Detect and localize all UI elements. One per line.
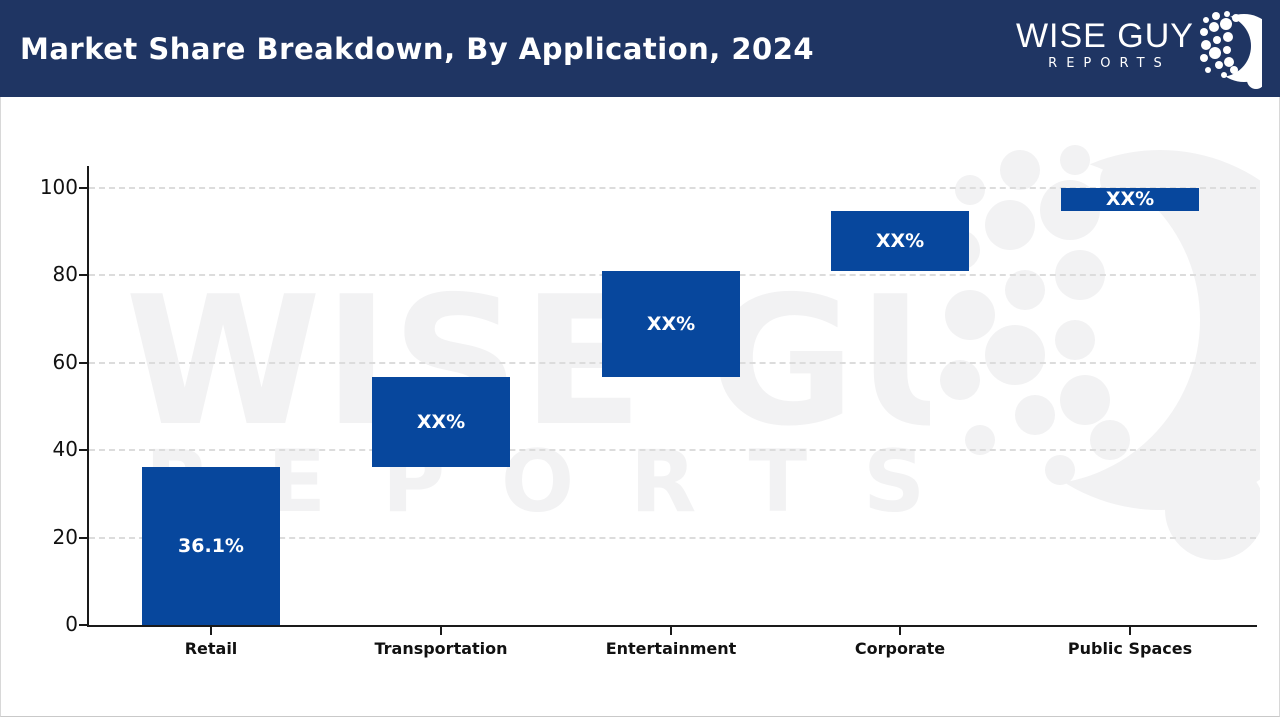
gridline	[89, 536, 1256, 539]
y-tick-label: 20	[52, 524, 78, 549]
x-category-label: Corporate	[854, 639, 946, 658]
header: Market Share Breakdown, By Application, …	[0, 0, 1280, 97]
bar-segment: 36.1%	[142, 467, 280, 625]
logo-wordmark: WISE GUY REPORTS	[1016, 18, 1194, 71]
logo-line2: REPORTS	[1048, 56, 1171, 71]
y-tick-label: 80	[52, 262, 78, 287]
y-tick-label: 100	[39, 175, 78, 199]
bar-segment: XX%	[1061, 188, 1199, 211]
x-category-label: Entertainment	[605, 639, 737, 658]
logo-line1: WISE GUY	[1015, 17, 1194, 55]
x-tick-mark	[440, 627, 442, 635]
bar-value-label: XX%	[1105, 188, 1155, 211]
y-tick-mark	[79, 361, 87, 364]
x-category-label: Transportation	[374, 639, 508, 658]
bar-segment: XX%	[831, 210, 969, 272]
x-axis-line	[87, 625, 1257, 627]
bar-segment: XX%	[372, 376, 510, 468]
y-axis-line	[87, 166, 89, 626]
y-tick-mark	[79, 536, 87, 539]
y-tick-label: 0	[65, 612, 78, 636]
dot-head-icon	[1198, 11, 1262, 89]
bar-value-label: XX%	[646, 312, 696, 335]
y-tick-label: 40	[52, 437, 78, 462]
brand-logo: WISE GUY REPORTS	[1012, 8, 1262, 90]
x-tick-mark	[210, 627, 212, 635]
y-tick-mark	[79, 274, 87, 277]
page-title: Market Share Breakdown, By Application, …	[20, 31, 815, 66]
x-category-label: Retail	[184, 639, 238, 658]
bar-value-label: XX%	[416, 411, 466, 433]
bar-value-label: XX%	[875, 229, 925, 252]
y-tick-mark	[79, 624, 87, 626]
y-tick-label: 60	[52, 349, 78, 374]
gridline	[89, 449, 1256, 452]
x-tick-mark	[1129, 627, 1131, 635]
x-tick-mark	[670, 627, 672, 635]
bar-segment: XX%	[602, 271, 740, 377]
bar-value-label: 36.1%	[178, 535, 244, 558]
gridline	[89, 187, 1256, 189]
y-tick-mark	[79, 449, 87, 452]
x-category-label: Public Spaces	[1067, 639, 1193, 658]
x-tick-mark	[899, 627, 901, 635]
y-tick-mark	[79, 187, 87, 189]
watermark-head-icon	[930, 145, 1260, 560]
